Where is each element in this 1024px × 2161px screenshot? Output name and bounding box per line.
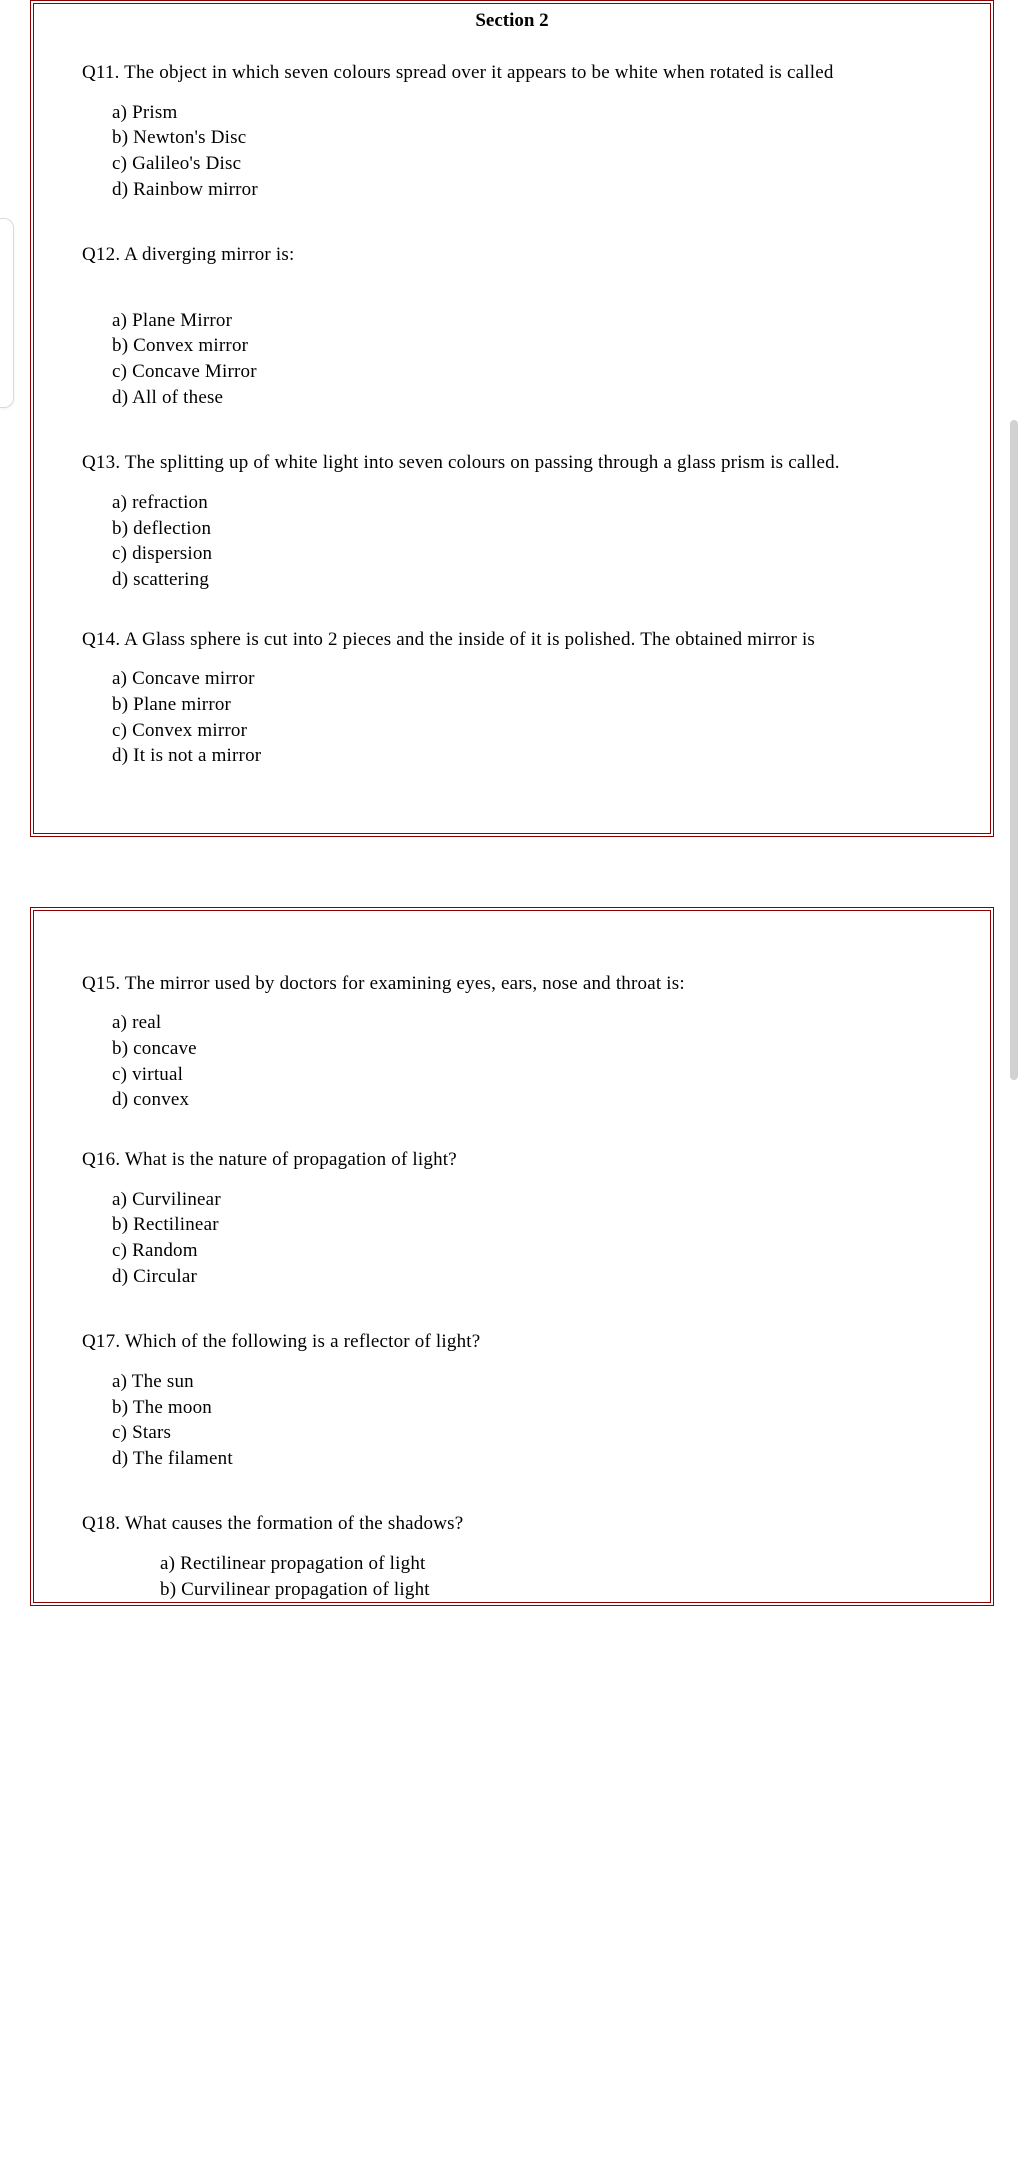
q15-option-b: b) concave [112,1036,942,1062]
q13-option-c: c) dispersion [112,541,942,567]
page-1: Section 2 Q11. The object in which seven… [30,0,994,837]
q12-option-d: d) All of these [112,385,942,411]
q14-option-b: b) Plane mirror [112,692,942,718]
question-18: Q18. What causes the formation of the sh… [82,1511,942,1602]
question-11-text: Q11. The object in which seven colours s… [82,60,942,86]
question-17: Q17. Which of the following is a reflect… [82,1329,942,1471]
q13-option-b: b) deflection [112,516,942,542]
q15-option-c: c) virtual [112,1062,942,1088]
question-18-text: Q18. What causes the formation of the sh… [82,1511,942,1537]
q17-option-c: c) Stars [112,1420,942,1446]
question-13: Q13. The splitting up of white light int… [82,450,942,592]
question-15: Q15. The mirror used by doctors for exam… [82,971,942,1113]
q17-option-b: b) The moon [112,1395,942,1421]
question-14-text: Q14. A Glass sphere is cut into 2 pieces… [82,627,942,653]
q11-option-d: d) Rainbow mirror [112,177,942,203]
question-11: Q11. The object in which seven colours s… [82,60,942,202]
q16-option-d: d) Circular [112,1264,942,1290]
question-13-text: Q13. The splitting up of white light int… [82,450,942,476]
question-12-text: Q12. A diverging mirror is: [82,242,942,268]
q12-option-a: a) Plane Mirror [112,308,942,334]
q15-option-a: a) real [112,1010,942,1036]
q13-option-a: a) refraction [112,490,942,516]
q18-option-b: b) Curvilinear propagation of light [160,1577,942,1603]
q11-option-b: b) Newton's Disc [112,125,942,151]
question-15-text: Q15. The mirror used by doctors for exam… [82,971,942,997]
q16-option-a: a) Curvilinear [112,1187,942,1213]
q15-option-d: d) convex [112,1087,942,1113]
q14-option-a: a) Concave mirror [112,666,942,692]
question-17-text: Q17. Which of the following is a reflect… [82,1329,942,1355]
q16-option-c: c) Random [112,1238,942,1264]
question-14: Q14. A Glass sphere is cut into 2 pieces… [82,627,942,769]
q12-option-b: b) Convex mirror [112,333,942,359]
q17-option-d: d) The filament [112,1446,942,1472]
q11-option-a: a) Prism [112,100,942,126]
q14-option-c: c) Convex mirror [112,718,942,744]
question-16-text: Q16. What is the nature of propagation o… [82,1147,942,1173]
q16-option-b: b) Rectilinear [112,1212,942,1238]
scrollbar-track[interactable] [1010,420,1018,1080]
side-tab-handle[interactable] [0,218,14,408]
q13-option-d: d) scattering [112,567,942,593]
q11-option-c: c) Galileo's Disc [112,151,942,177]
question-12: Q12. A diverging mirror is: a) Plane Mir… [82,242,942,410]
q14-option-d: d) It is not a mirror [112,743,942,769]
q12-option-c: c) Concave Mirror [112,359,942,385]
section-title: Section 2 [82,10,942,32]
q18-option-a: a) Rectilinear propagation of light [160,1551,942,1577]
q17-option-a: a) The sun [112,1369,942,1395]
page-2: Q15. The mirror used by doctors for exam… [30,907,994,1607]
question-16: Q16. What is the nature of propagation o… [82,1147,942,1289]
